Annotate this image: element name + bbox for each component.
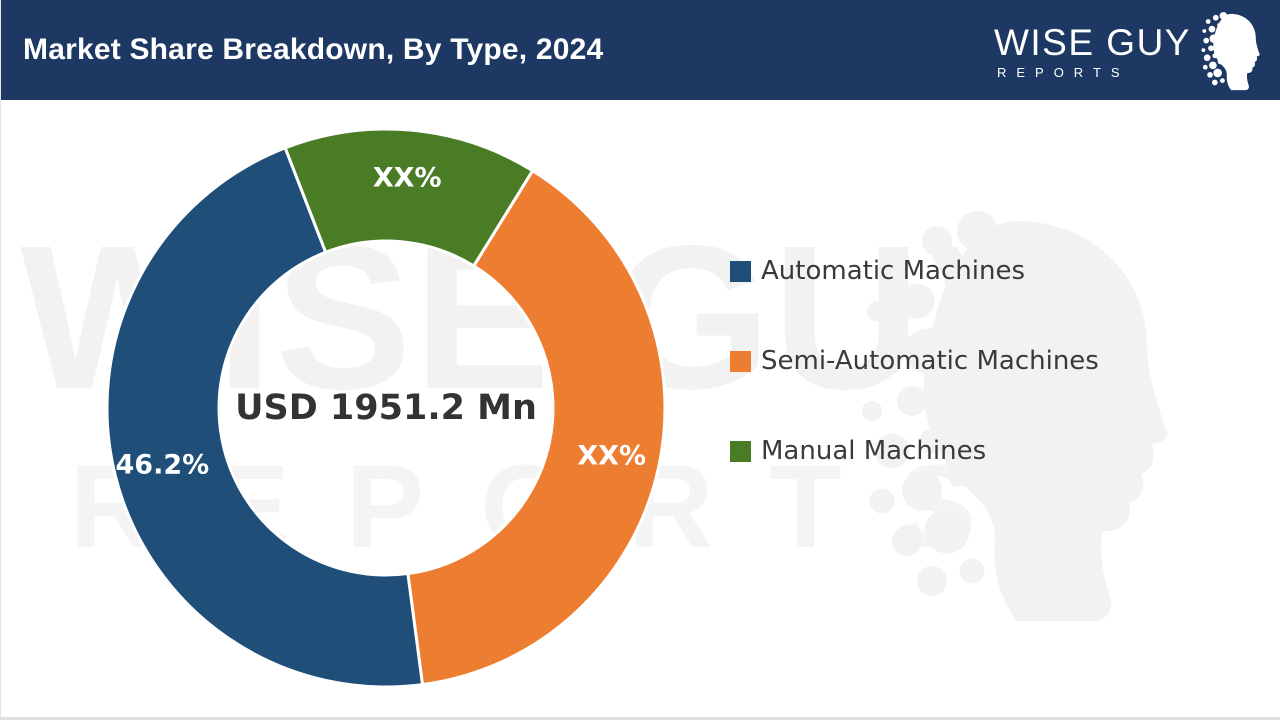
donut-center-value: USD 1951.2 Mn (235, 388, 537, 428)
segment-value-label: XX% (577, 440, 647, 472)
legend-label-manual: Manual Machines (761, 436, 987, 466)
donut-chart: USD 1951.2 Mn XX% XX% 46.2% (105, 127, 667, 689)
chart-legend: Automatic Machines Semi-Automatic Machin… (730, 256, 1099, 526)
logo-face-icon (1195, 12, 1267, 92)
logo-wordmark: WISE GUY (993, 22, 1191, 63)
donut-segment-semi-automatic-machines (406, 168, 667, 687)
legend-label-semi-automatic: Semi-Automatic Machines (761, 346, 1099, 376)
legend-swatch-manual (730, 440, 751, 462)
legend-item-automatic-machines: Automatic Machines (730, 256, 1099, 286)
legend-label-automatic: Automatic Machines (761, 256, 1025, 286)
legend-swatch-semi-automatic (730, 350, 751, 372)
segment-value-label: 46.2% (115, 449, 210, 481)
legend-item-manual-machines: Manual Machines (730, 436, 1099, 466)
header-bar: Market Share Breakdown, By Type, 2024 WI… (1, 0, 1280, 100)
legend-swatch-automatic (730, 260, 751, 282)
donut-svg (105, 127, 667, 689)
legend-item-semi-automatic-machines: Semi-Automatic Machines (730, 346, 1099, 376)
logo-text: WISE GUY REPORTS (994, 24, 1191, 80)
wise-guy-logo: WISE GUY REPORTS (994, 12, 1267, 92)
logo-tagline: REPORTS (996, 65, 1130, 80)
donut-segment-automatic-machines (105, 145, 425, 689)
page-title: Market Share Breakdown, By Type, 2024 (23, 33, 604, 66)
segment-value-label: XX% (372, 162, 442, 194)
